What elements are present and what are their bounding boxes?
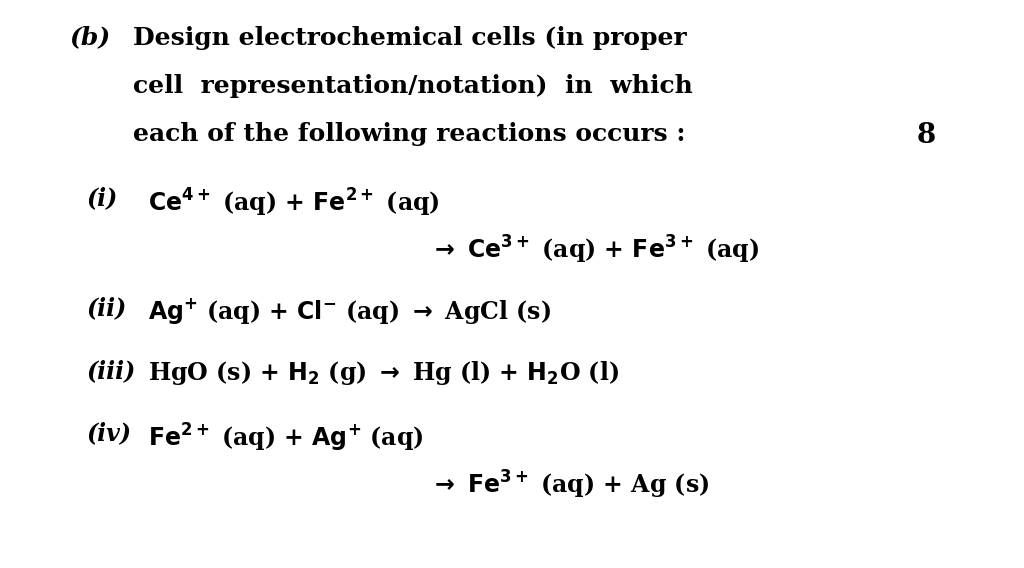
Text: $\mathbf{Ce^{4+}}$ (aq) + $\mathbf{Fe^{2+}}$ (aq): $\mathbf{Ce^{4+}}$ (aq) + $\mathbf{Fe^{2… (148, 186, 440, 219)
Text: $\mathbf{\rightarrow}$ $\mathbf{Fe^{3+}}$ (aq) + Ag (s): $\mathbf{\rightarrow}$ $\mathbf{Fe^{3+}}… (430, 469, 710, 501)
Text: Design electrochemical cells (in proper: Design electrochemical cells (in proper (133, 26, 687, 49)
Text: (iv): (iv) (87, 421, 132, 445)
Text: (b): (b) (70, 26, 111, 49)
Text: $\mathbf{Ag^{+}}$ (aq) + $\mathbf{Cl^{-}}$ (aq) $\mathbf{\rightarrow}$ AgCl (s): $\mathbf{Ag^{+}}$ (aq) + $\mathbf{Cl^{-}… (148, 296, 552, 327)
Text: 8: 8 (916, 122, 936, 149)
Text: (iii): (iii) (87, 359, 136, 383)
Text: $\mathbf{\rightarrow}$ $\mathbf{Ce^{3+}}$ (aq) + $\mathbf{Fe^{3+}}$ (aq): $\mathbf{\rightarrow}$ $\mathbf{Ce^{3+}}… (430, 234, 759, 266)
Text: each of the following reactions occurs :: each of the following reactions occurs : (133, 122, 686, 146)
Text: $\mathbf{Fe^{2+}}$ (aq) + $\mathbf{Ag^{+}}$ (aq): $\mathbf{Fe^{2+}}$ (aq) + $\mathbf{Ag^{+… (148, 421, 424, 454)
Text: (i): (i) (87, 186, 119, 210)
Text: (ii): (ii) (87, 296, 127, 320)
Text: HgO (s) + $\mathbf{H_2}$ (g) $\mathbf{\rightarrow}$ Hg (l) + $\mathbf{H_2}$O (l): HgO (s) + $\mathbf{H_2}$ (g) $\mathbf{\r… (148, 359, 620, 387)
Text: cell  representation/notation)  in  which: cell representation/notation) in which (133, 74, 693, 98)
